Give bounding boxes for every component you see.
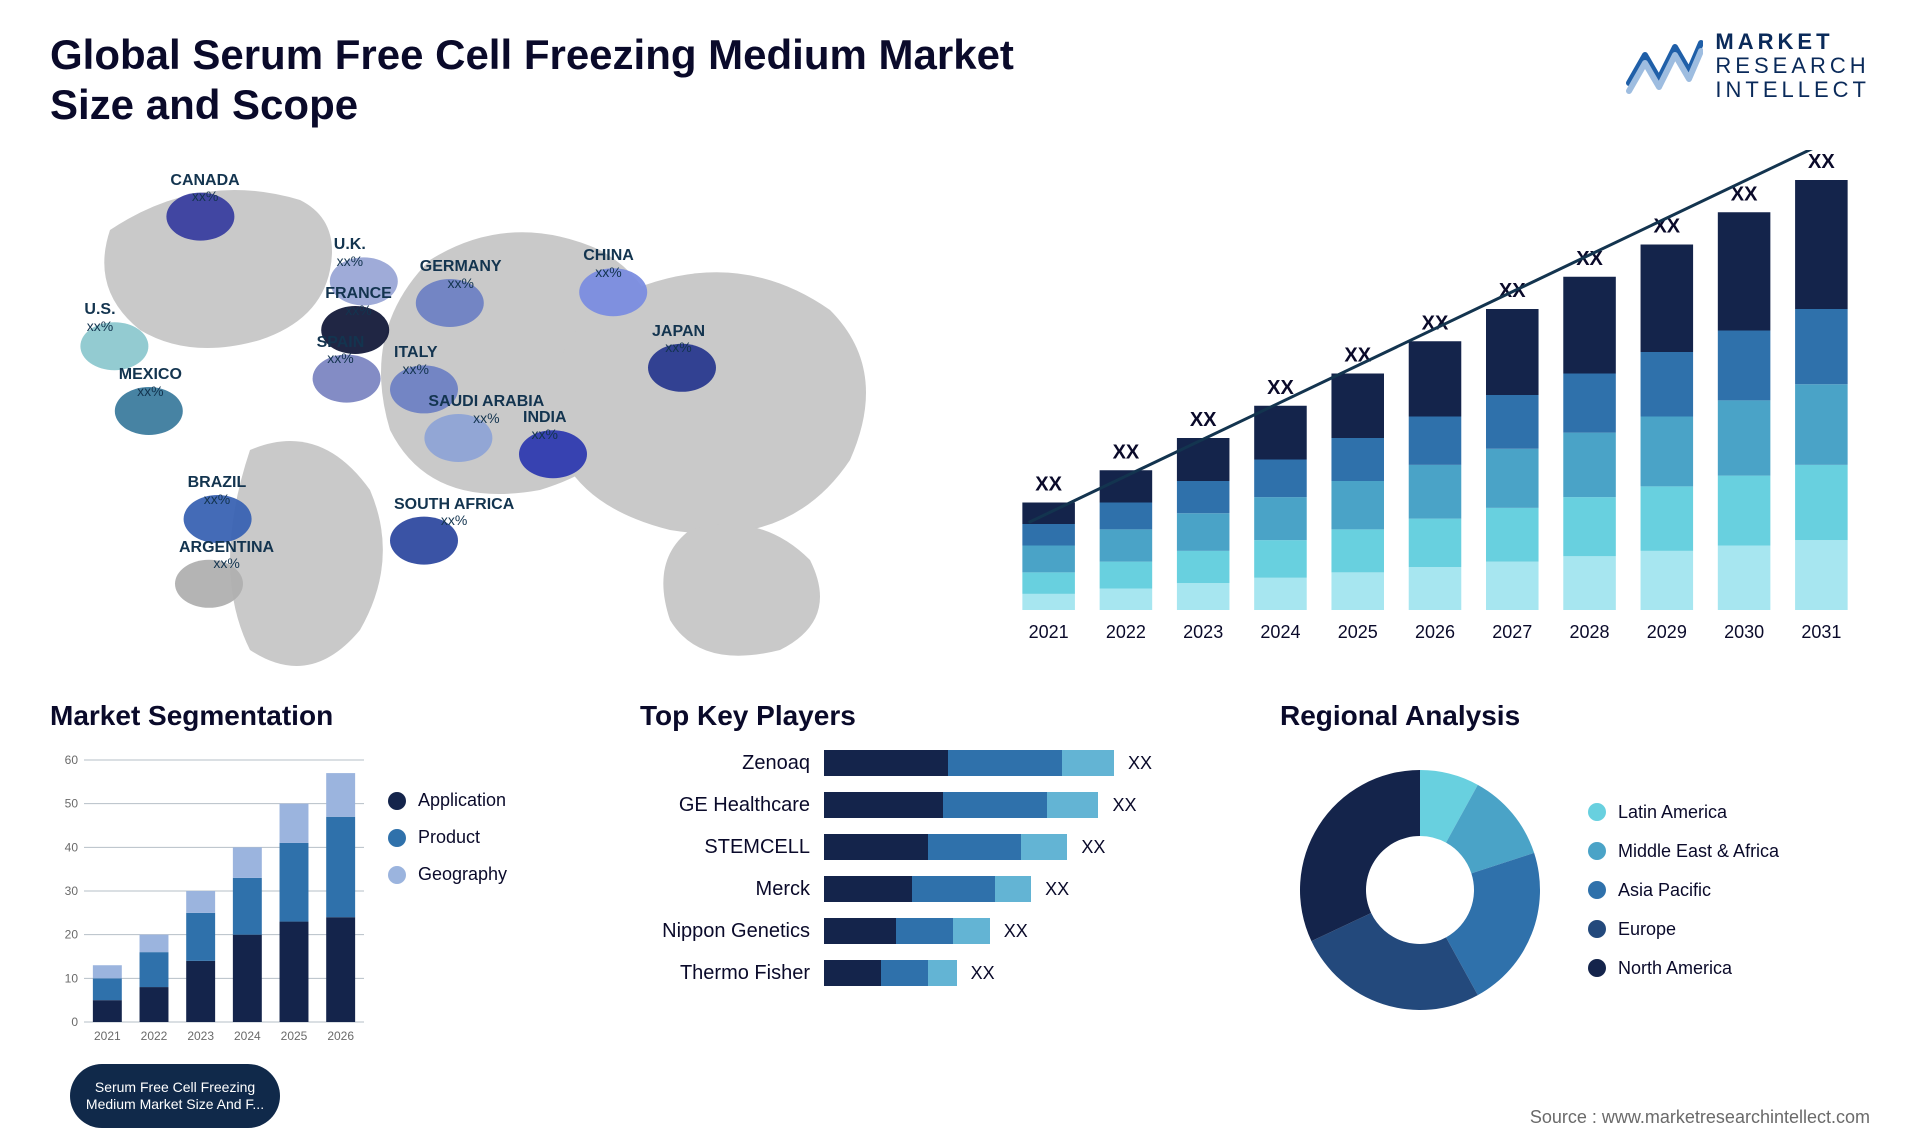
player-value: XX [1081, 837, 1105, 858]
map-label-canada: CANADAxx% [170, 172, 239, 205]
logo-line1: MARKET [1715, 30, 1870, 54]
legend-item-application: Application [388, 790, 507, 811]
player-name: GE Healthcare [640, 794, 810, 817]
map-label-china: CHINAxx% [583, 247, 634, 280]
player-bar [824, 918, 990, 944]
title-badge: Serum Free Cell Freezing Medium Market S… [70, 1064, 280, 1128]
player-value: XX [1128, 753, 1152, 774]
svg-text:2030: 2030 [1724, 622, 1764, 642]
player-row-zenoaq: Zenoaq XX [640, 750, 1230, 776]
player-name: Merck [640, 878, 810, 901]
svg-text:XX: XX [1035, 474, 1062, 496]
regional-donut [1280, 750, 1560, 1030]
map-label-france: FRANCExx% [325, 285, 392, 318]
logo-line3: INTELLECT [1715, 78, 1870, 102]
main-bar-chart: XX2021XX2022XX2023XX2024XX2025XX2026XX20… [1000, 150, 1870, 670]
svg-text:2022: 2022 [141, 1029, 168, 1043]
svg-text:30: 30 [65, 884, 79, 898]
map-label-brazil: BRAZILxx% [188, 474, 247, 507]
map-label-spain: SPAINxx% [317, 334, 365, 367]
player-value: XX [1112, 795, 1136, 816]
player-row-stemcell: STEMCELL XX [640, 834, 1230, 860]
player-bar [824, 834, 1067, 860]
logo-line2: RESEARCH [1715, 54, 1870, 78]
svg-text:2021: 2021 [1029, 622, 1069, 642]
player-bar [824, 960, 957, 986]
region-item-asia-pacific: Asia Pacific [1588, 880, 1779, 901]
svg-text:2024: 2024 [1260, 622, 1300, 642]
svg-text:50: 50 [65, 797, 79, 811]
region-item-europe: Europe [1588, 919, 1779, 940]
player-row-nippon-genetics: Nippon Genetics XX [640, 918, 1230, 944]
svg-text:2027: 2027 [1492, 622, 1532, 642]
svg-text:2023: 2023 [1183, 622, 1223, 642]
player-value: XX [971, 963, 995, 984]
map-label-u-k-: U.K.xx% [334, 236, 366, 269]
source-label: Source : www.marketresearchintellect.com [1530, 1107, 1870, 1128]
regional-title: Regional Analysis [1280, 700, 1870, 732]
segmentation-chart: 0 10 20 30 40 50 60 2021 2022 2023 2024 2025 2026 [50, 750, 370, 1050]
legend-item-geography: Geography [388, 864, 507, 885]
map-label-italy: ITALYxx% [394, 344, 438, 377]
svg-text:2029: 2029 [1647, 622, 1687, 642]
legend-item-product: Product [388, 827, 507, 848]
svg-text:40: 40 [65, 840, 79, 854]
player-name: Thermo Fisher [640, 962, 810, 985]
svg-text:XX: XX [1267, 377, 1294, 399]
svg-text:2026: 2026 [327, 1029, 354, 1043]
player-row-ge-healthcare: GE Healthcare XX [640, 792, 1230, 818]
svg-text:XX: XX [1113, 441, 1140, 463]
segmentation-title: Market Segmentation [50, 700, 570, 732]
svg-text:2026: 2026 [1415, 622, 1455, 642]
player-value: XX [1045, 879, 1069, 900]
player-row-merck: Merck XX [640, 876, 1230, 902]
svg-text:0: 0 [71, 1015, 78, 1029]
player-name: STEMCELL [640, 836, 810, 859]
map-label-u-s-: U.S.xx% [84, 301, 115, 334]
svg-text:XX: XX [1808, 151, 1835, 173]
svg-text:20: 20 [65, 928, 79, 942]
world-map: CANADAxx% U.S.xx% MEXICOxx% BRAZILxx% ARGENT… [50, 150, 910, 690]
svg-text:2031: 2031 [1801, 622, 1841, 642]
map-label-south-africa: SOUTH AFRICAxx% [394, 496, 514, 529]
svg-text:2025: 2025 [281, 1029, 308, 1043]
player-bar [824, 750, 1114, 776]
svg-text:2023: 2023 [187, 1029, 214, 1043]
svg-text:XX: XX [1344, 345, 1371, 367]
svg-text:2022: 2022 [1106, 622, 1146, 642]
segmentation-section: Market Segmentation 0 10 20 30 40 50 60 2021 202… [50, 700, 570, 1050]
region-item-middle-east-africa: Middle East & Africa [1588, 841, 1779, 862]
svg-text:60: 60 [65, 753, 79, 767]
regional-section: Regional Analysis Latin America Middle Ea… [1280, 700, 1870, 1030]
svg-text:XX: XX [1190, 409, 1217, 431]
map-label-argentina: ARGENTINAxx% [179, 539, 274, 572]
map-label-japan: JAPANxx% [652, 323, 705, 356]
map-label-germany: GERMANYxx% [420, 258, 502, 291]
svg-text:2028: 2028 [1570, 622, 1610, 642]
map-label-india: INDIAxx% [523, 409, 567, 442]
region-item-north-america: North America [1588, 958, 1779, 979]
players-title: Top Key Players [640, 700, 1230, 732]
player-bar [824, 792, 1098, 818]
brand-logo: MARKET RESEARCH INTELLECT [1625, 30, 1870, 103]
map-label-mexico: MEXICOxx% [119, 366, 182, 399]
logo-mark-icon [1625, 37, 1703, 95]
player-value: XX [1004, 921, 1028, 942]
players-section: Top Key Players ZenoaqXXGE HealthcareXXS… [640, 700, 1230, 986]
svg-text:2021: 2021 [94, 1029, 121, 1043]
region-item-latin-america: Latin America [1588, 802, 1779, 823]
player-bar [824, 876, 1031, 902]
page-title: Global Serum Free Cell Freezing Medium M… [50, 30, 1050, 131]
svg-text:2024: 2024 [234, 1029, 261, 1043]
player-name: Zenoaq [640, 752, 810, 775]
svg-text:10: 10 [65, 971, 79, 985]
player-row-thermo-fisher: Thermo Fisher XX [640, 960, 1230, 986]
player-name: Nippon Genetics [640, 920, 810, 943]
svg-text:2025: 2025 [1338, 622, 1378, 642]
